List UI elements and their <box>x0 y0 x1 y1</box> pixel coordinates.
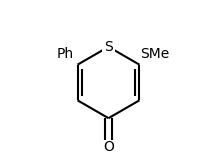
Text: SMe: SMe <box>140 47 169 61</box>
Text: Ph: Ph <box>57 47 74 61</box>
Text: O: O <box>103 140 114 154</box>
Text: S: S <box>104 40 113 54</box>
